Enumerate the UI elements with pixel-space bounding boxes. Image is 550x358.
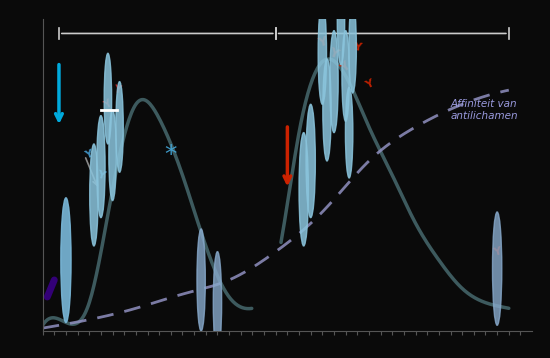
Text: Y: Y — [84, 149, 95, 161]
Text: Y: Y — [353, 42, 362, 53]
Text: Affiniteit van
antilichamen: Affiniteit van antilichamen — [450, 99, 518, 121]
Circle shape — [492, 212, 502, 325]
Text: Y: Y — [113, 84, 122, 96]
Circle shape — [116, 82, 123, 172]
Circle shape — [342, 31, 349, 121]
Circle shape — [104, 53, 112, 144]
Text: *: * — [164, 143, 177, 167]
Circle shape — [345, 87, 353, 178]
Circle shape — [197, 229, 205, 331]
Circle shape — [337, 0, 345, 65]
Text: Y: Y — [328, 45, 340, 61]
Circle shape — [323, 59, 331, 161]
Circle shape — [90, 144, 98, 246]
Circle shape — [213, 252, 222, 354]
Circle shape — [349, 2, 356, 93]
Circle shape — [109, 110, 116, 200]
Circle shape — [306, 104, 315, 218]
Circle shape — [330, 31, 338, 132]
Text: Y: Y — [338, 59, 353, 75]
Text: Y: Y — [363, 78, 375, 91]
Circle shape — [97, 116, 105, 218]
Circle shape — [318, 2, 327, 104]
Circle shape — [299, 132, 309, 246]
Text: Y: Y — [492, 246, 502, 257]
Circle shape — [61, 198, 71, 323]
Text: Y: Y — [316, 34, 328, 49]
Text: Y: Y — [102, 98, 113, 110]
Text: Y: Y — [96, 169, 106, 181]
